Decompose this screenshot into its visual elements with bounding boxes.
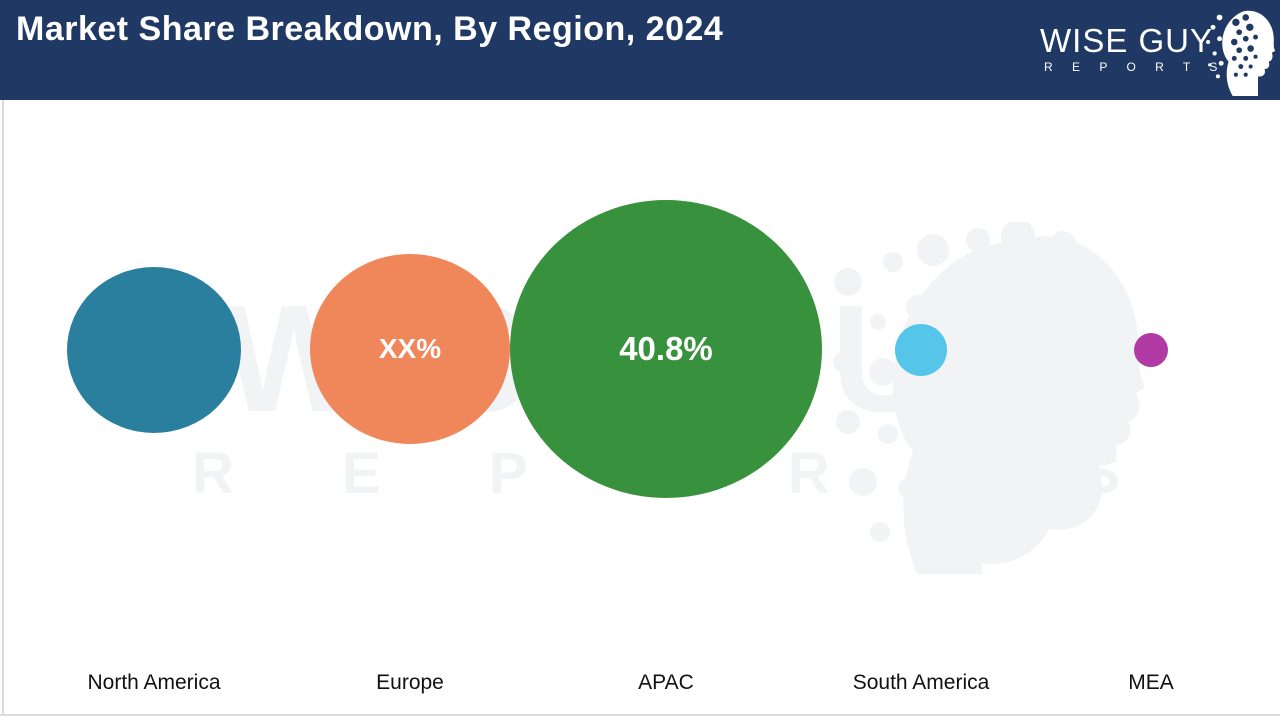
- bubble-value-label: XX%: [378, 333, 442, 364]
- y-axis-line: [2, 100, 4, 716]
- category-label-north-america: North America: [87, 671, 221, 694]
- header-bar: Market Share Breakdown, By Region, 2024 …: [0, 0, 1280, 100]
- brand-reports-label: R E P O R T S: [1044, 60, 1226, 74]
- bubble-south-america[interactable]: [895, 324, 947, 376]
- bubble-north-america[interactable]: [67, 267, 241, 433]
- brand-wordmark: WISE GUY: [1040, 22, 1214, 59]
- x-axis-line: [0, 714, 1280, 716]
- category-label-apac: APAC: [638, 671, 694, 694]
- category-label-south-america: South America: [852, 671, 990, 694]
- bubble-mea[interactable]: [1134, 333, 1168, 367]
- brand-logo: WISE GUY R E P O R T S: [1040, 22, 1226, 75]
- bubble-value-label: 40.8%: [619, 330, 713, 367]
- watermark-head-icon: [833, 222, 1145, 574]
- bubble-europe[interactable]: XX%: [310, 254, 510, 444]
- category-label-mea: MEA: [1128, 671, 1174, 694]
- category-label-europe: Europe: [376, 671, 444, 694]
- bubble-apac[interactable]: 40.8%: [510, 200, 822, 498]
- brand-head-icon: [1206, 10, 1276, 96]
- page-title: Market Share Breakdown, By Region, 2024: [16, 10, 724, 48]
